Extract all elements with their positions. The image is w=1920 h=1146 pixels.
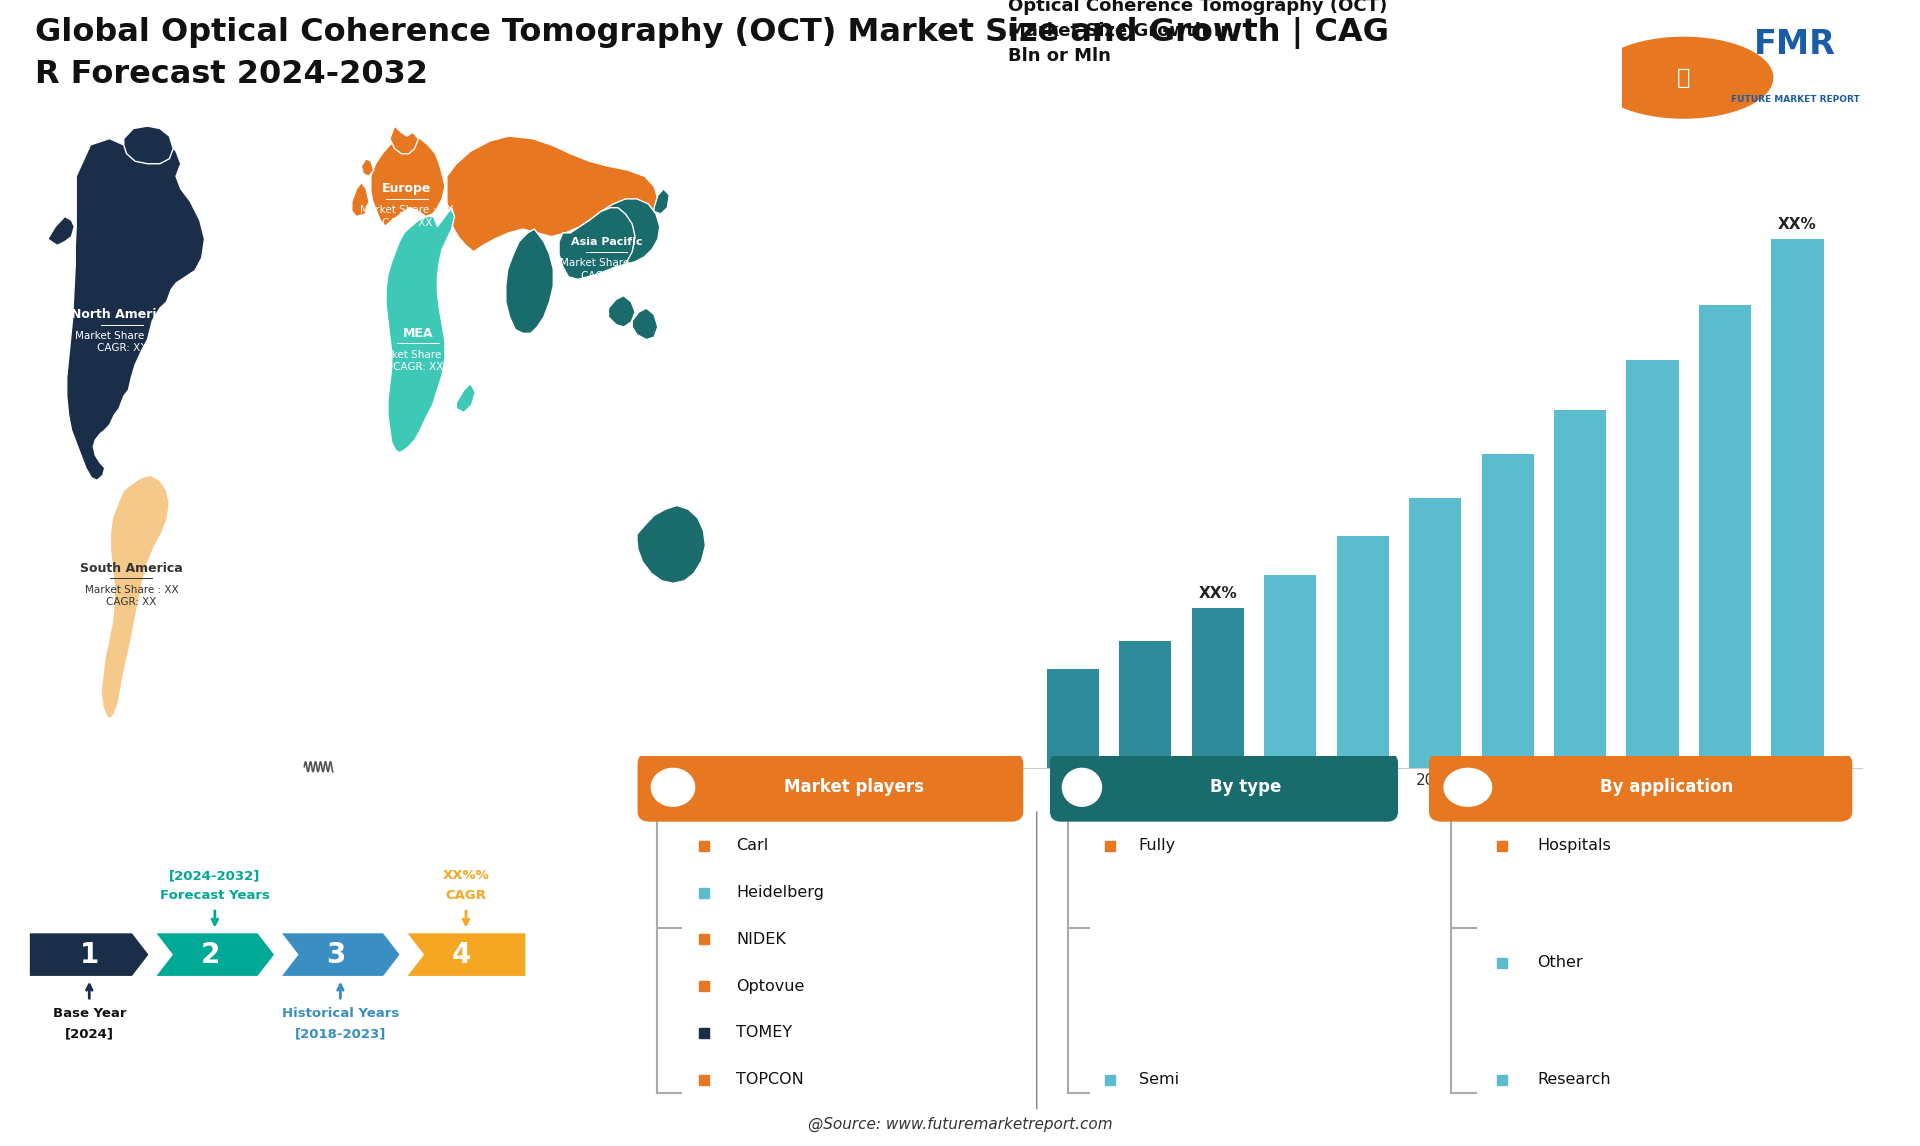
- Polygon shape: [457, 384, 476, 413]
- Text: 4: 4: [451, 941, 470, 968]
- Text: @Source: www.futuremarketreport.com: @Source: www.futuremarketreport.com: [808, 1117, 1112, 1132]
- Bar: [1482, 454, 1534, 768]
- Bar: [1626, 360, 1678, 768]
- Bar: [1772, 238, 1824, 768]
- Text: [2024-2032]: [2024-2032]: [169, 869, 261, 882]
- Text: FMR: FMR: [1755, 29, 1836, 62]
- Text: Heidelberg: Heidelberg: [735, 885, 824, 900]
- Polygon shape: [48, 217, 75, 245]
- Polygon shape: [67, 139, 205, 480]
- Text: Global Optical Coherence Tomography (OCT) Market Size and Growth | CAG
R Forecas: Global Optical Coherence Tomography (OCT…: [35, 17, 1388, 89]
- Text: ⛏: ⛏: [1676, 68, 1690, 88]
- Text: CAGR: XX: CAGR: XX: [96, 344, 148, 353]
- Text: Semi: Semi: [1139, 1072, 1179, 1088]
- Polygon shape: [609, 296, 636, 327]
- Text: XX%: XX%: [1198, 587, 1236, 602]
- Text: XX%: XX%: [1778, 218, 1816, 233]
- Polygon shape: [371, 136, 445, 227]
- Bar: [1119, 641, 1171, 768]
- Text: Research: Research: [1536, 1072, 1611, 1088]
- Polygon shape: [154, 933, 275, 976]
- Text: By type: By type: [1210, 778, 1281, 796]
- Text: Market players: Market players: [783, 778, 924, 796]
- FancyBboxPatch shape: [1050, 753, 1398, 822]
- Polygon shape: [361, 158, 374, 176]
- Bar: [1409, 497, 1461, 768]
- Text: Market Share : XX: Market Share : XX: [84, 584, 179, 595]
- Text: Market Share : XX: Market Share : XX: [372, 350, 465, 360]
- Text: Forecast Years: Forecast Years: [159, 889, 271, 903]
- Text: Carl: Carl: [735, 838, 768, 854]
- Polygon shape: [386, 207, 455, 453]
- Text: By application: By application: [1599, 778, 1734, 796]
- Text: CAGR: XX: CAGR: XX: [382, 218, 432, 228]
- Text: Hospitals: Hospitals: [1536, 838, 1611, 854]
- Bar: [1336, 536, 1388, 768]
- Text: Market Share : XX: Market Share : XX: [561, 258, 653, 268]
- Circle shape: [1062, 769, 1102, 807]
- Bar: [1263, 575, 1317, 768]
- Polygon shape: [632, 308, 659, 339]
- Text: XX%%: XX%%: [444, 869, 490, 882]
- Text: CAGR: CAGR: [445, 889, 486, 903]
- Polygon shape: [568, 199, 660, 277]
- Text: Optovue: Optovue: [735, 979, 804, 994]
- Text: FUTURE MARKET REPORT: FUTURE MARKET REPORT: [1730, 95, 1859, 103]
- Polygon shape: [559, 207, 636, 280]
- Circle shape: [1594, 38, 1772, 118]
- Text: NIDEK: NIDEK: [735, 932, 785, 947]
- Text: TOMEY: TOMEY: [735, 1026, 793, 1041]
- Text: Europe: Europe: [382, 182, 432, 195]
- Text: Fully: Fully: [1139, 838, 1175, 854]
- Text: CAGR: XX: CAGR: XX: [582, 270, 632, 281]
- Circle shape: [1444, 769, 1492, 807]
- Text: Market Share : XX: Market Share : XX: [361, 205, 453, 215]
- Polygon shape: [280, 933, 401, 976]
- Text: Other: Other: [1536, 955, 1582, 971]
- Text: CAGR: XX: CAGR: XX: [394, 362, 444, 372]
- FancyBboxPatch shape: [1428, 753, 1853, 822]
- Polygon shape: [390, 126, 419, 154]
- Text: TOPCON: TOPCON: [735, 1072, 804, 1088]
- Text: Market Share : XX: Market Share : XX: [75, 331, 169, 340]
- Text: Historical Years: Historical Years: [282, 1006, 399, 1020]
- Bar: [1699, 305, 1751, 768]
- Polygon shape: [123, 126, 173, 164]
- Text: MEA: MEA: [403, 327, 434, 340]
- FancyBboxPatch shape: [637, 753, 1023, 822]
- Polygon shape: [447, 136, 659, 252]
- Text: Base Year: Base Year: [52, 1006, 127, 1020]
- Text: Asia Pacific: Asia Pacific: [570, 236, 643, 246]
- Text: 3: 3: [326, 941, 346, 968]
- Text: [2018-2023]: [2018-2023]: [296, 1027, 386, 1041]
- Polygon shape: [637, 505, 705, 583]
- Text: Optical Coherence Tomography (OCT)
Market Size Growth In
Bln or Mln: Optical Coherence Tomography (OCT) Marke…: [1008, 0, 1388, 65]
- Text: [2024]: [2024]: [65, 1027, 113, 1041]
- Text: CAGR: XX: CAGR: XX: [106, 597, 157, 607]
- Circle shape: [651, 769, 695, 807]
- Polygon shape: [655, 189, 670, 214]
- Text: North America: North America: [71, 308, 173, 321]
- Bar: [1046, 668, 1098, 768]
- Polygon shape: [505, 229, 553, 333]
- Polygon shape: [102, 476, 169, 719]
- Text: 2: 2: [202, 941, 221, 968]
- Polygon shape: [405, 933, 526, 976]
- Text: South America: South America: [81, 562, 182, 575]
- Bar: [1192, 609, 1244, 768]
- Text: 1: 1: [79, 941, 100, 968]
- Polygon shape: [29, 933, 150, 976]
- Bar: [1553, 410, 1607, 768]
- Polygon shape: [351, 182, 369, 217]
